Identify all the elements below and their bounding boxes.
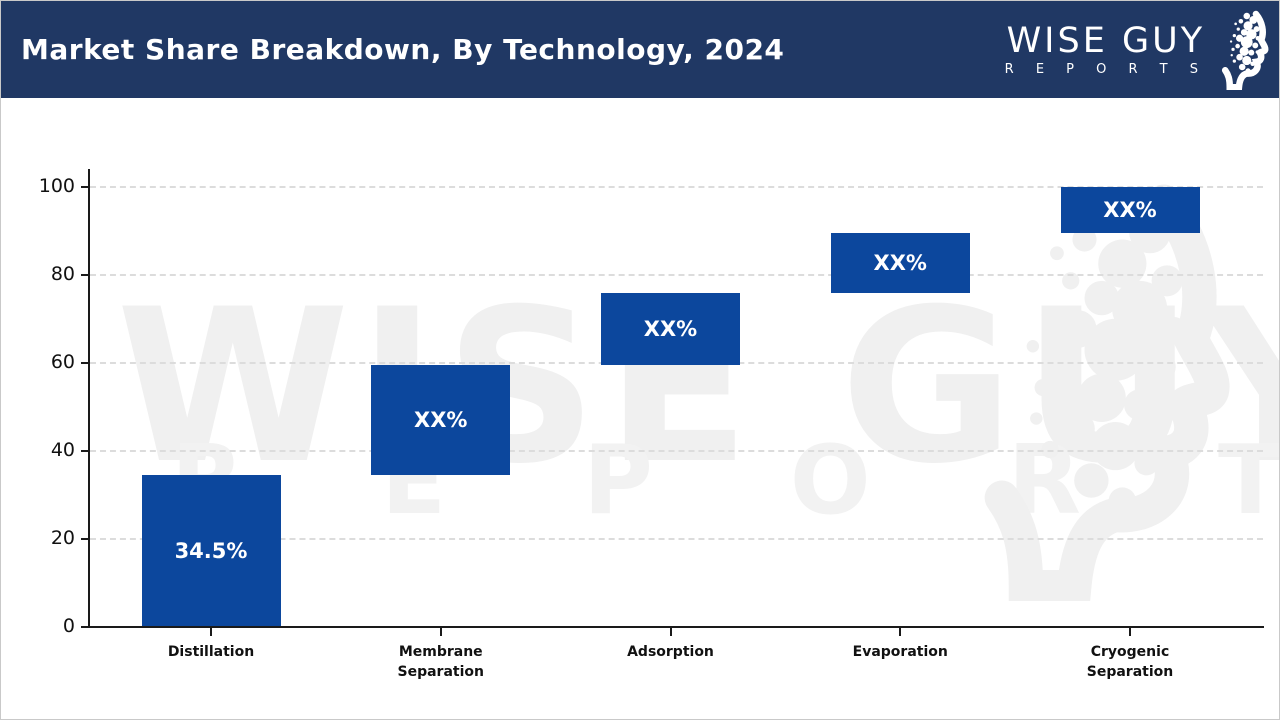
x-axis-line bbox=[88, 626, 1264, 628]
y-tick-label-80: 80 bbox=[50, 263, 75, 285]
logo-wordmark: WISE GUY R E P O R T S bbox=[1005, 23, 1207, 77]
y-tick-label-60: 60 bbox=[50, 351, 75, 373]
bar-segment: XX% bbox=[371, 365, 511, 476]
y-tick-label-20: 20 bbox=[50, 527, 75, 549]
bar-segment: XX% bbox=[601, 292, 740, 366]
x-category-label: Cryogenic Separation bbox=[1086, 644, 1174, 681]
x-category-label: Membrane Separation bbox=[397, 644, 484, 681]
bar-value-label: 34.5% bbox=[174, 539, 248, 564]
header-bar: Market Share Breakdown, By Technology, 2… bbox=[1, 1, 1279, 98]
bar-segment: 34.5% bbox=[141, 475, 281, 627]
y-tick-100 bbox=[81, 186, 89, 188]
y-tick-60 bbox=[81, 362, 89, 364]
gridline-100 bbox=[90, 186, 1263, 188]
y-axis-line bbox=[88, 169, 90, 628]
logo-brand-name: WISE GUY bbox=[1006, 21, 1206, 62]
x-tick bbox=[899, 628, 902, 636]
y-tick-80 bbox=[81, 274, 89, 276]
gridline-80 bbox=[90, 274, 1263, 276]
y-tick-label-100: 100 bbox=[38, 175, 75, 197]
x-category-label: Evaporation bbox=[852, 644, 948, 660]
logo-brand-subtitle: R E P O R T S bbox=[1004, 61, 1207, 77]
gridline-20 bbox=[90, 538, 1263, 540]
x-tick bbox=[439, 628, 442, 636]
bar-segment: XX% bbox=[1060, 187, 1200, 234]
y-tick-40 bbox=[81, 450, 89, 452]
bar-segment: XX% bbox=[830, 233, 970, 293]
dotted-face-icon bbox=[1201, 10, 1269, 91]
bar-value-label: XX% bbox=[873, 250, 927, 275]
y-tick-0 bbox=[81, 626, 89, 628]
gridline-40 bbox=[90, 450, 1263, 452]
waterfall-chart: 0 20 40 60 80 100 34.5% XX% XX% XX% XX% Distillatio… bbox=[1, 98, 1279, 719]
x-tick bbox=[210, 628, 212, 636]
y-tick-label-0: 0 bbox=[62, 615, 75, 637]
x-tick bbox=[1129, 628, 1131, 636]
x-tick bbox=[669, 628, 672, 636]
x-category-label: Distillation bbox=[167, 644, 255, 660]
y-tick-20 bbox=[81, 538, 89, 540]
bar-value-label: XX% bbox=[414, 408, 468, 433]
chart-title: Market Share Breakdown, By Technology, 2… bbox=[21, 33, 785, 66]
y-tick-label-40: 40 bbox=[50, 439, 75, 461]
bar-value-label: XX% bbox=[643, 316, 698, 341]
bar-value-label: XX% bbox=[1103, 198, 1157, 223]
wise-guy-reports-logo: WISE GUY R E P O R T S bbox=[1005, 8, 1269, 92]
x-category-label: Adsorption bbox=[627, 644, 714, 660]
